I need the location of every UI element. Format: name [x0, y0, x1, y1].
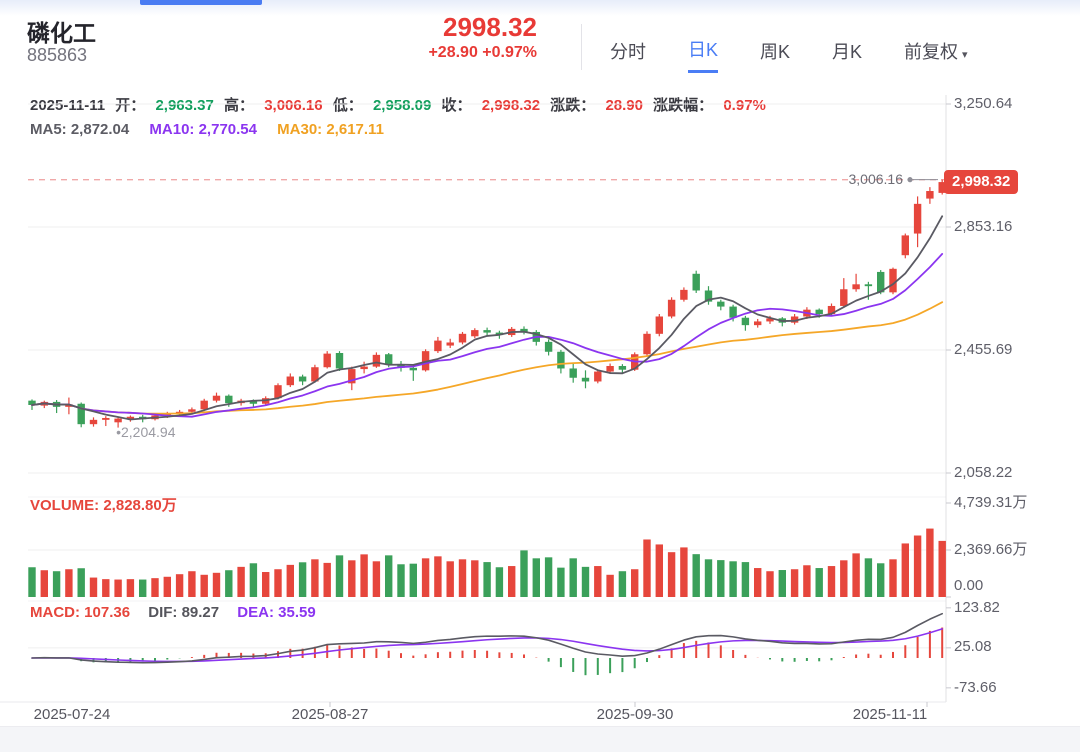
y-axis-label: 0.00	[954, 577, 984, 594]
dif-value-group: DIF: 89.27	[148, 604, 220, 621]
tab-minute[interactable]: 分时	[610, 41, 646, 62]
y-axis-label: 25.08	[954, 638, 992, 655]
change-pct-value: 0.97%	[723, 97, 766, 114]
top-progress-bar	[140, 0, 262, 5]
y-axis-label: 123.82	[954, 599, 1000, 616]
tab-daily-k[interactable]: 日K	[688, 36, 719, 73]
indicator-bar: MACD KDJ BOLL BIAS PSL WR VR MA	[0, 726, 1080, 752]
open-label: 开：	[115, 97, 146, 114]
price-change: +28.90 +0.97%	[428, 44, 537, 61]
close-label: 收：	[441, 97, 472, 114]
x-axis-label: 2025-07-24	[33, 706, 111, 723]
stock-code: 885863	[27, 45, 88, 65]
change-value: 28.90	[605, 97, 643, 114]
y-axis-label: 2,853.16	[954, 218, 1013, 235]
stock-name: 磷化工	[27, 20, 96, 46]
macd-value-group: MACD: 107.36	[30, 604, 131, 621]
high-label: 高：	[224, 97, 255, 114]
high-value: 3,006.16	[264, 97, 323, 114]
low-value: 2,958.09	[372, 97, 432, 114]
ma30-group: MA30: 2,617.11	[277, 121, 384, 138]
open-value: 2,963.37	[155, 97, 214, 114]
y-axis-label: -73.66	[954, 679, 997, 696]
change-pct-label: 涨跌幅：	[653, 97, 714, 114]
adjust-dropdown-label: 前复权	[904, 41, 959, 62]
period-tabs: 分时 日K 周K 月K 前复权 ▾	[610, 36, 1070, 73]
info-date: 2025-11-11	[30, 97, 106, 114]
ma10-group: MA10: 2,770.54	[149, 121, 257, 138]
low-label: 低：	[332, 97, 363, 114]
high-price-annotation: 3,006.16	[848, 170, 904, 187]
adjust-dropdown[interactable]: 前复权 ▾	[904, 38, 968, 72]
x-axis-label: 2025-08-27	[291, 706, 369, 723]
x-axis-label: 2025-11-11	[852, 706, 928, 723]
low-price-annotation: •2,204.94	[116, 423, 176, 440]
chevron-down-icon: ▾	[962, 48, 968, 61]
last-price-tag: 2,998.32	[944, 170, 1019, 195]
top-gradient-strip	[0, 0, 1080, 16]
macd-header: MACD: 107.36 DIF: 89.27 DEA: 35.59	[30, 604, 316, 621]
close-value: 2,998.32	[481, 97, 541, 114]
current-price: 2998.32	[443, 12, 537, 42]
y-axis-label: 4,739.31万	[954, 494, 1028, 511]
header-divider	[581, 24, 582, 70]
ohlc-info-row: 2025-11-11 开： 2,963.37 高： 3,006.16 低： 2,…	[30, 94, 772, 115]
price-block: 2998.32 +28.90 +0.97%	[300, 13, 537, 65]
y-axis-label: 2,058.22	[954, 464, 1013, 481]
dea-value-group: DEA: 35.59	[237, 604, 316, 621]
y-axis-label: 3,250.64	[954, 95, 1013, 112]
volume-header: VOLUME: 2,828.80万	[30, 497, 177, 514]
ma-info-row: MA5: 2,872.04 MA10: 2,770.54 MA30: 2,617…	[30, 121, 384, 138]
y-axis-label: 2,369.66万	[954, 541, 1028, 558]
x-axis-label: 2025-09-30	[596, 706, 674, 723]
tab-monthly-k[interactable]: 月K	[832, 41, 863, 62]
y-axis-label: 2,455.69	[954, 341, 1013, 358]
ma5-group: MA5: 2,872.04	[30, 121, 130, 138]
tab-weekly-k[interactable]: 周K	[760, 41, 791, 62]
change-label: 涨跌：	[550, 97, 596, 114]
